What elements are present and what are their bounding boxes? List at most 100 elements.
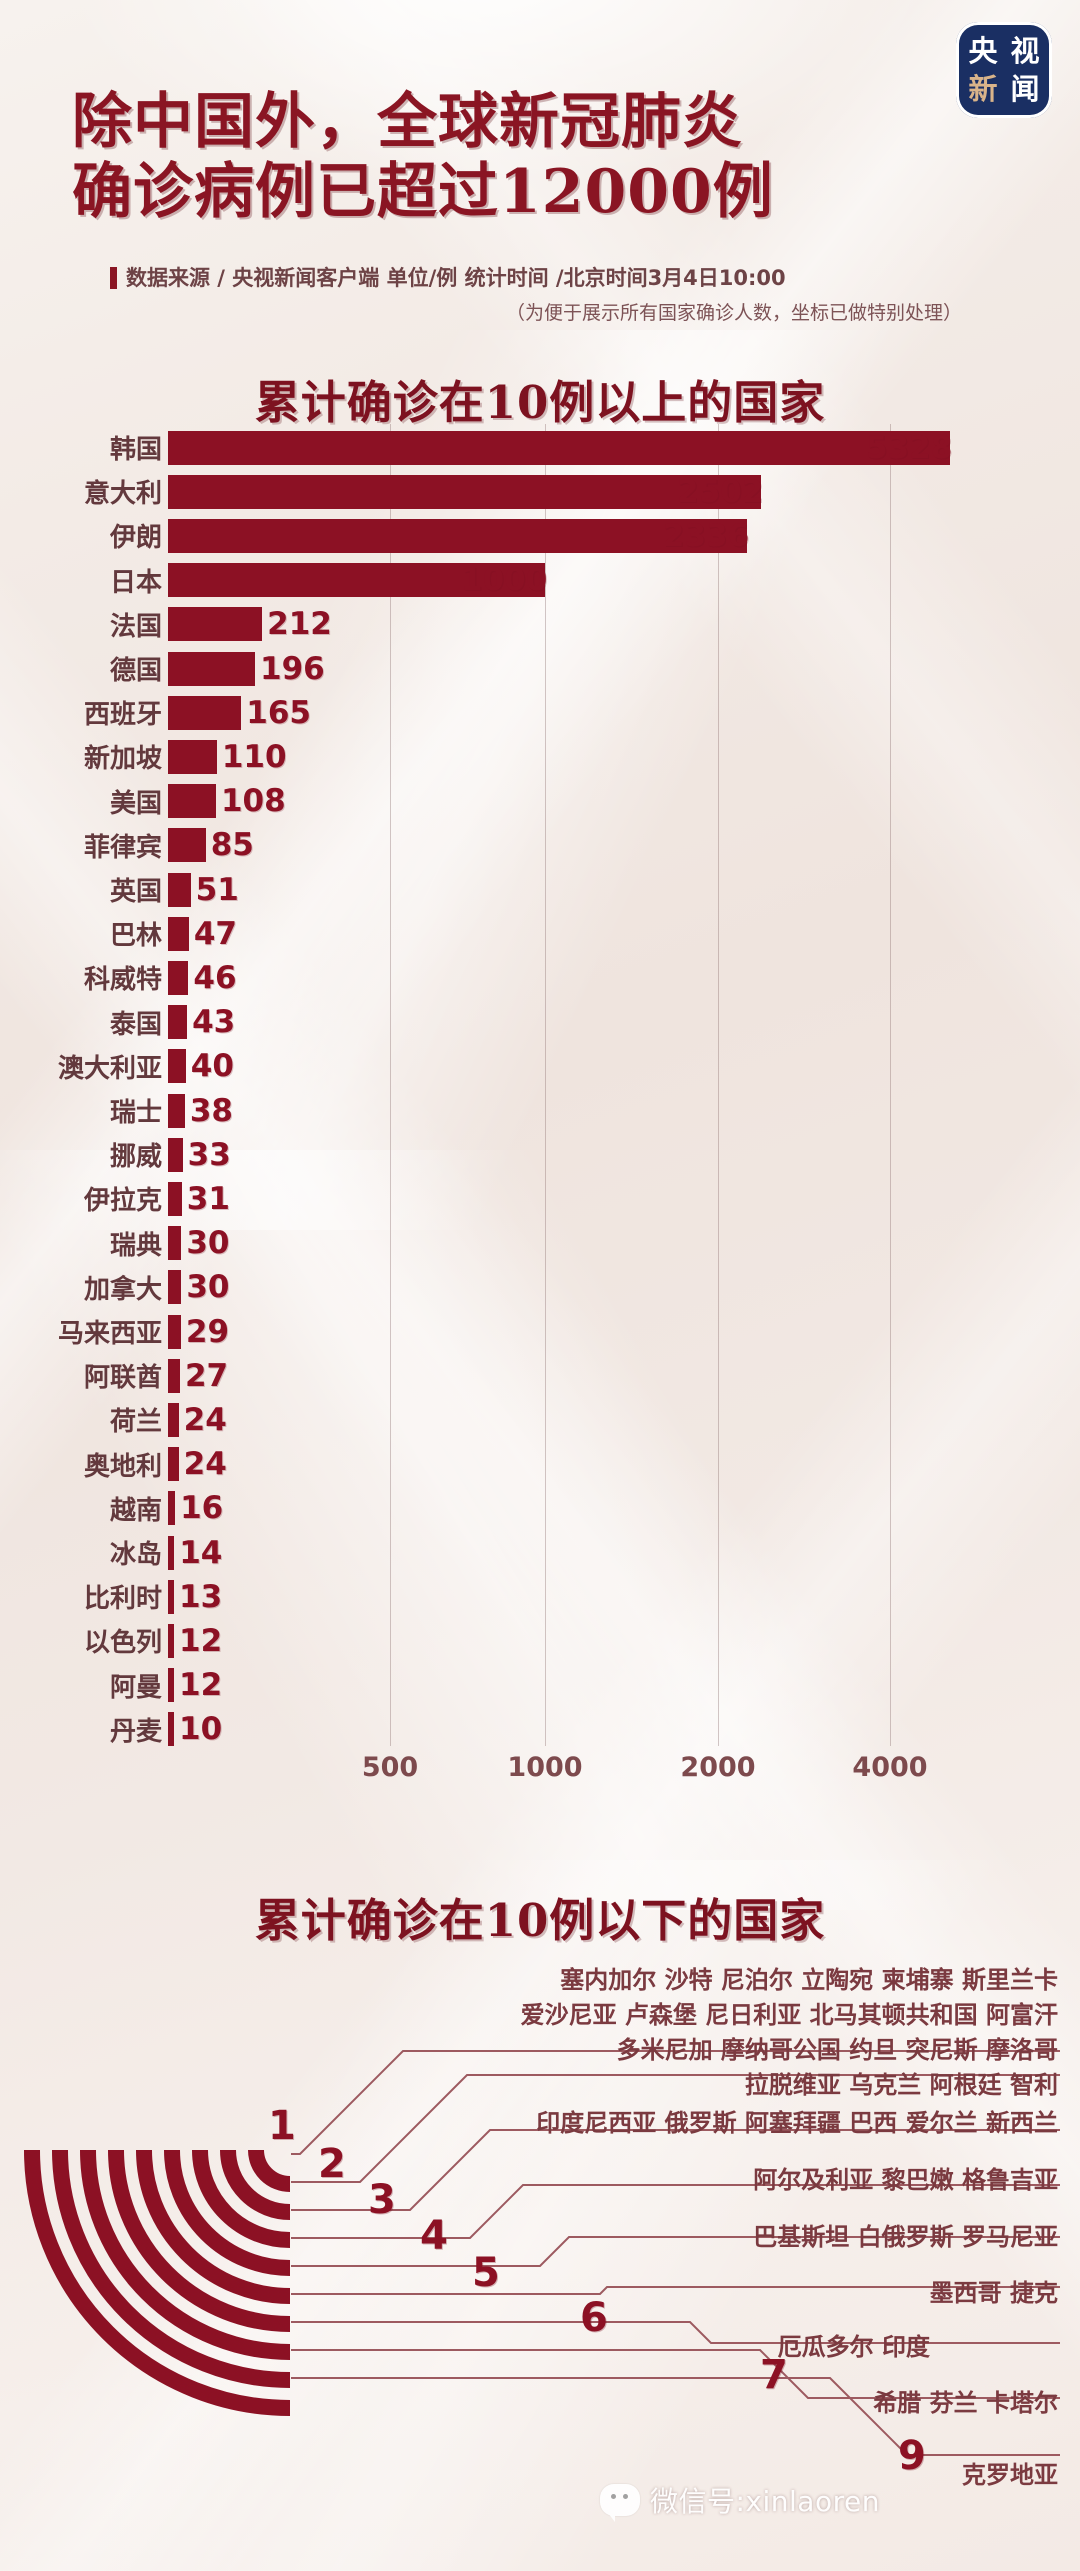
bar-and-value: 110 <box>168 739 287 775</box>
country-group: 巴基斯坦 白俄罗斯 罗马尼亚 <box>753 2217 1058 2252</box>
bar-and-value: 12 <box>168 1623 222 1659</box>
bar-value: 85 <box>210 827 254 864</box>
logo-char-4: 闻 <box>1010 72 1040 106</box>
fan-band <box>52 2149 291 2388</box>
chart-row: 丹麦 10 <box>0 1706 1080 1753</box>
group-number: 2 <box>318 2141 346 2187</box>
bar-value: 27 <box>184 1357 229 1394</box>
bar-and-value: 85 <box>168 827 254 863</box>
country-group: 塞内加尔 沙特 尼泊尔 立陶宛 柬埔寨 斯里兰卡爱沙尼亚 卢森堡 尼日利亚 北马… <box>521 1960 1058 2100</box>
cctv-news-logo: 央 视 新 闻 <box>956 22 1052 118</box>
country-group: 厄瓜多尔 印度 <box>778 2327 930 2362</box>
bar <box>168 1005 188 1040</box>
bar-label: 澳大利亚 <box>57 1053 162 1084</box>
bar-label: 西班牙 <box>83 700 162 731</box>
bar-and-value: 30 <box>168 1269 229 1305</box>
bar-value: 46 <box>193 959 237 996</box>
chart-row: 意大利 2502 <box>0 468 1080 515</box>
bar-value: 165 <box>246 694 311 731</box>
leader-line <box>291 2349 1060 2399</box>
country-group: 阿尔及利亚 黎巴嫩 格鲁吉亚 <box>753 2160 1058 2195</box>
fan-band <box>248 2149 291 2192</box>
bar <box>168 739 217 774</box>
chart-row: 冰岛 14 <box>0 1529 1080 1576</box>
bar-value: 47 <box>193 915 237 952</box>
bar-value: 29 <box>185 1313 230 1350</box>
bar <box>168 1402 179 1437</box>
source-block: 数据来源 / 央视新闻客户端 单位/例 统计时间 /北京时间3月4日10:00 … <box>110 262 970 325</box>
bar <box>168 1049 186 1084</box>
bar-value: 10 <box>179 1711 223 1748</box>
chart-row: 美国 108 <box>0 778 1080 825</box>
bar-and-value: 14 <box>168 1535 222 1571</box>
fan-diagram: 1 2 3 4 5 6 7 9 塞内加尔 沙特 尼泊尔 立陶宛 柬埔寨 斯里兰卡 爱沙尼亚 卢森堡… <box>0 1955 1080 2571</box>
country-list-line: 爱沙尼亚 卢森堡 尼日利亚 北马其顿共和国 阿富汗 <box>520 2001 1058 2029</box>
leader-line <box>291 2184 1060 2239</box>
bar-and-value: 1000 <box>168 562 547 598</box>
bar-value: 30 <box>186 1225 230 1262</box>
group-number: 5 <box>472 2250 500 2296</box>
group-number: 4 <box>420 2213 448 2259</box>
leader-line <box>291 2050 1060 2155</box>
bar-and-value: 46 <box>168 960 237 996</box>
leader-line <box>291 2321 1060 2344</box>
bar <box>168 651 256 686</box>
bar <box>168 1270 182 1305</box>
leader-line <box>291 2236 1060 2267</box>
bar-and-value: 40 <box>168 1048 234 1084</box>
bar-value: 31 <box>186 1180 230 1217</box>
bar-label: 日本 <box>109 567 162 598</box>
bar <box>168 430 950 465</box>
axis-tick-label: 4000 <box>852 1752 928 1783</box>
title-line-2: 确诊病例已超过12000例 <box>72 156 774 227</box>
group-number: 7 <box>760 2352 788 2398</box>
bar-value: 24 <box>183 1446 227 1483</box>
logo-char-1: 央 <box>968 34 998 68</box>
bar <box>168 828 206 863</box>
title-line-1: 除中国外，全球新冠肺炎 <box>72 87 743 157</box>
country-list-line: 印度尼西亚 俄罗斯 阿塞拜疆 巴西 爱尔兰 新西兰 <box>536 2109 1058 2137</box>
bar-value: 14 <box>179 1534 223 1571</box>
bar-label: 挪威 <box>109 1142 162 1173</box>
group-number: 1 <box>268 2103 296 2149</box>
fan-band <box>108 2149 291 2332</box>
country-list-line: 多米尼加 摩纳哥公国 约旦 突尼斯 摩洛哥 <box>616 2036 1058 2064</box>
fan-band <box>164 2149 291 2276</box>
chart-row: 马来西亚 29 <box>0 1308 1080 1355</box>
bar <box>168 518 747 553</box>
chart-row: 阿曼 12 <box>0 1662 1080 1709</box>
bar <box>168 1181 182 1216</box>
chart-row: 越南 16 <box>0 1485 1080 1532</box>
bar-label: 瑞典 <box>109 1230 162 1261</box>
bar-label: 比利时 <box>83 1584 162 1615</box>
bar-and-value: 43 <box>168 1004 235 1040</box>
bar-and-value: 16 <box>168 1490 223 1526</box>
bar-value: 5328 <box>866 429 953 466</box>
axis-tick-label: 2000 <box>680 1752 756 1783</box>
bar-label: 巴林 <box>109 921 162 952</box>
bar-label: 美国 <box>109 788 162 819</box>
leader-line <box>291 2286 1060 2295</box>
country-group: 墨西哥 捷克 <box>930 2273 1058 2308</box>
bar-label: 瑞士 <box>109 1098 162 1128</box>
chart-row: 伊朗 2336 <box>0 512 1080 559</box>
chart-row: 科威特 46 <box>0 954 1080 1001</box>
bar-and-value: 31 <box>168 1181 230 1217</box>
bar-and-value: 47 <box>168 916 237 952</box>
bar-value: 51 <box>195 871 239 908</box>
bar <box>168 960 189 995</box>
group-number: 9 <box>898 2433 926 2479</box>
grid-line <box>718 424 719 1746</box>
chart-row: 英国 51 <box>0 866 1080 913</box>
bar-and-value: 12 <box>168 1667 222 1703</box>
bar-and-value: 30 <box>168 1225 229 1261</box>
bar <box>168 1535 175 1570</box>
chart-row: 挪威 33 <box>0 1131 1080 1178</box>
country-list-line: 塞内加尔 沙特 尼泊尔 立陶宛 柬埔寨 斯里兰卡 <box>560 1966 1058 1994</box>
bar-and-value: 165 <box>168 695 311 731</box>
logo-char-2: 视 <box>1010 34 1040 68</box>
chart-row: 伊拉克 31 <box>0 1175 1080 1222</box>
bar-label: 冰岛 <box>109 1540 162 1570</box>
grid-line <box>390 424 391 1746</box>
bar-and-value: 196 <box>168 651 325 687</box>
